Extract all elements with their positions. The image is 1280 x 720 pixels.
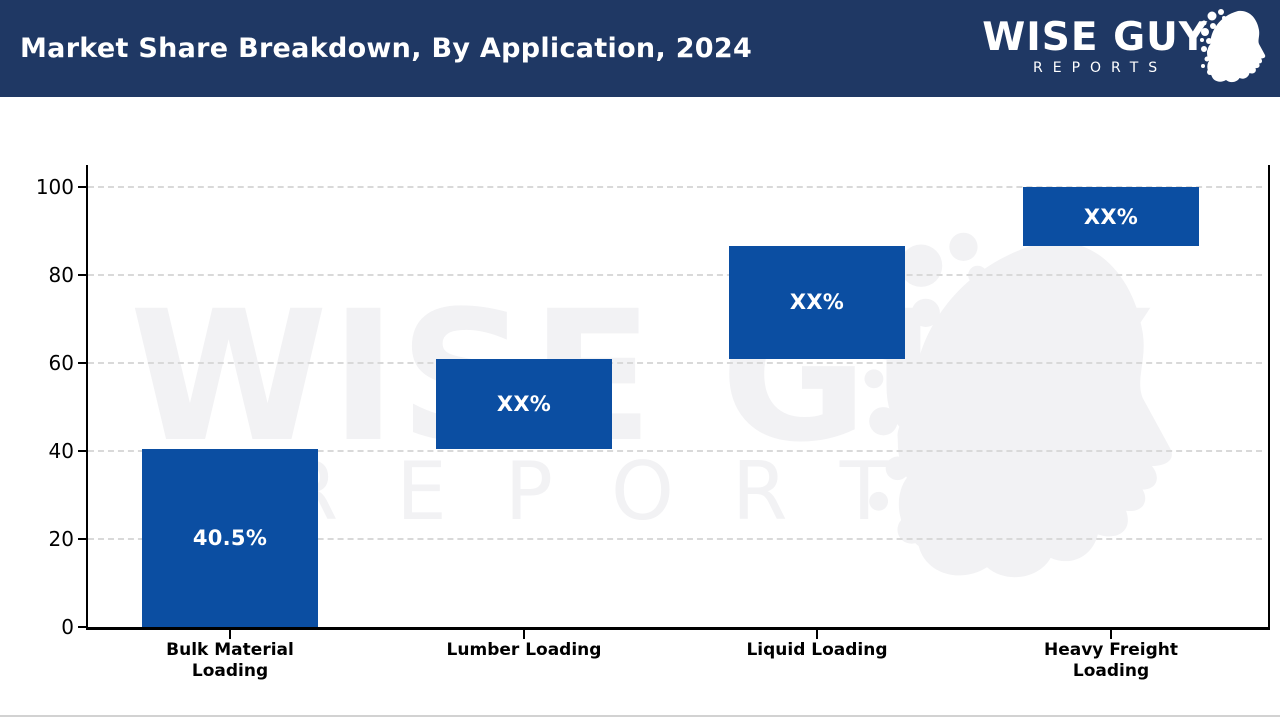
- y-tick-mark: [78, 538, 87, 540]
- x-tick-mark: [816, 630, 818, 639]
- bar-segment: XX%: [1023, 187, 1199, 247]
- bar-value-label: XX%: [1083, 204, 1139, 229]
- y-gridline: [88, 450, 1262, 452]
- footer-divider: [0, 715, 1280, 717]
- bar-segment: XX%: [436, 358, 612, 449]
- y-tick-label: 40: [48, 439, 74, 463]
- bar-segment: XX%: [729, 246, 905, 359]
- y-gridline: [88, 538, 1262, 540]
- y-tick-label: 100: [35, 175, 74, 199]
- y-tick-label: 60: [48, 351, 74, 375]
- right-axis-spine: [1268, 165, 1270, 630]
- y-tick-label: 80: [48, 263, 74, 287]
- logo-wordmark: WISE GUY: [982, 15, 1208, 61]
- y-tick-mark: [78, 186, 87, 188]
- y-gridline: [88, 274, 1262, 276]
- x-category-label-line: Bulk Material: [166, 640, 294, 660]
- watermark-text-line2: REPORTS: [282, 445, 1056, 538]
- x-category-label-line: Heavy Freight: [1044, 640, 1178, 660]
- x-category-label-line: Liquid Loading: [746, 640, 888, 660]
- y-gridline: [88, 362, 1262, 364]
- x-category-label: Bulk Material Loading: [110, 640, 350, 682]
- x-tick-mark: [523, 630, 525, 639]
- x-tick-mark: [229, 630, 231, 639]
- x-category-label-line: Loading: [191, 661, 269, 681]
- logo-subtitle: REPORTS: [1033, 59, 1168, 76]
- x-tick-mark: [1110, 630, 1112, 639]
- x-category-label-line: Loading: [1072, 661, 1150, 681]
- x-category-label: Heavy Freight Loading: [991, 640, 1231, 682]
- page-title: Market Share Breakdown, By Application, …: [20, 33, 753, 64]
- logo-text: WISE GUY REPORTS: [982, 15, 1208, 76]
- logo-face-icon: [1200, 9, 1266, 83]
- x-category-label: Liquid Loading: [697, 640, 937, 661]
- y-tick-label: 20: [48, 527, 74, 551]
- y-gridline: [88, 186, 1262, 188]
- y-axis-spine: [86, 165, 88, 630]
- x-category-label-line: Lumber Loading: [446, 640, 602, 660]
- y-tick-mark: [78, 450, 87, 452]
- bar-value-label: XX%: [496, 391, 552, 416]
- y-tick-mark: [78, 274, 87, 276]
- bar-value-label: 40.5%: [192, 525, 268, 550]
- x-axis-spine: [86, 627, 1270, 630]
- y-tick-mark: [78, 626, 87, 628]
- y-tick-label: 0: [61, 615, 74, 639]
- wise-guy-reports-logo: WISE GUY REPORTS: [982, 6, 1268, 88]
- header-bar: Market Share Breakdown, By Application, …: [0, 0, 1280, 97]
- bar-value-label: XX%: [789, 290, 845, 315]
- x-category-label: Lumber Loading: [404, 640, 644, 661]
- bar-segment: 40.5%: [142, 448, 318, 627]
- y-tick-mark: [78, 362, 87, 364]
